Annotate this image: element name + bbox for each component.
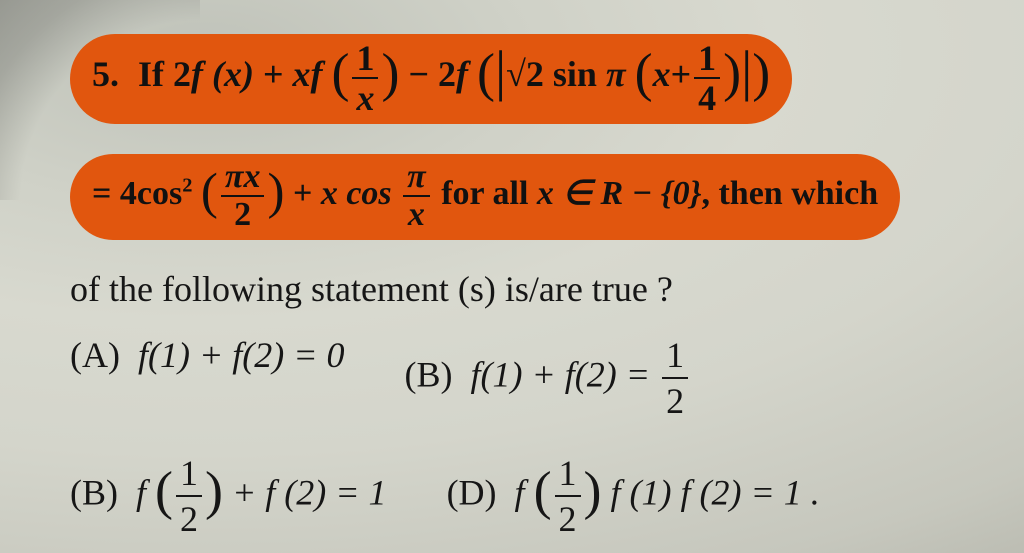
option-b: (B) f(1) + f(2) = 12 [405,334,692,422]
option-d: (D) f (12) f (1) f (2) = 1 . [447,452,820,540]
options-row-1: (A) f(1) + f(2) = 0 (B) f(1) + f(2) = 12 [70,334,984,422]
option-a: (A) f(1) + f(2) = 0 [70,334,345,422]
highlight-pill-2: = 4cos2 (πx2) + x cos πx for all x ∈ R −… [70,154,900,240]
equation-line-2: = 4cos2 (πx2) + x cos πx for all x ∈ R −… [70,148,984,246]
highlight-pill-1: 5. If 2f (x) + xf (1x) − 2f (|√2 sin π (… [70,34,792,124]
line1-math: If 2f (x) + xf (1x) − 2f (|√2 sin π (x+1… [138,54,770,94]
line2-math: = 4cos2 (πx2) + x cos πx for all x ∈ R −… [92,175,878,212]
equation-line-1: 5. If 2f (x) + xf (1x) − 2f (|√2 sin π (… [70,28,984,130]
options-row-2: (B) f (12) + f (2) = 1 (D) f (12) f (1) … [70,452,984,540]
question-block: 5. If 2f (x) + xf (1x) − 2f (|√2 sin π (… [0,0,1024,540]
question-text-tail: of the following statement (s) is/are tr… [70,268,984,310]
question-number: 5. [92,54,119,94]
option-c: (B) f (12) + f (2) = 1 [70,452,387,540]
